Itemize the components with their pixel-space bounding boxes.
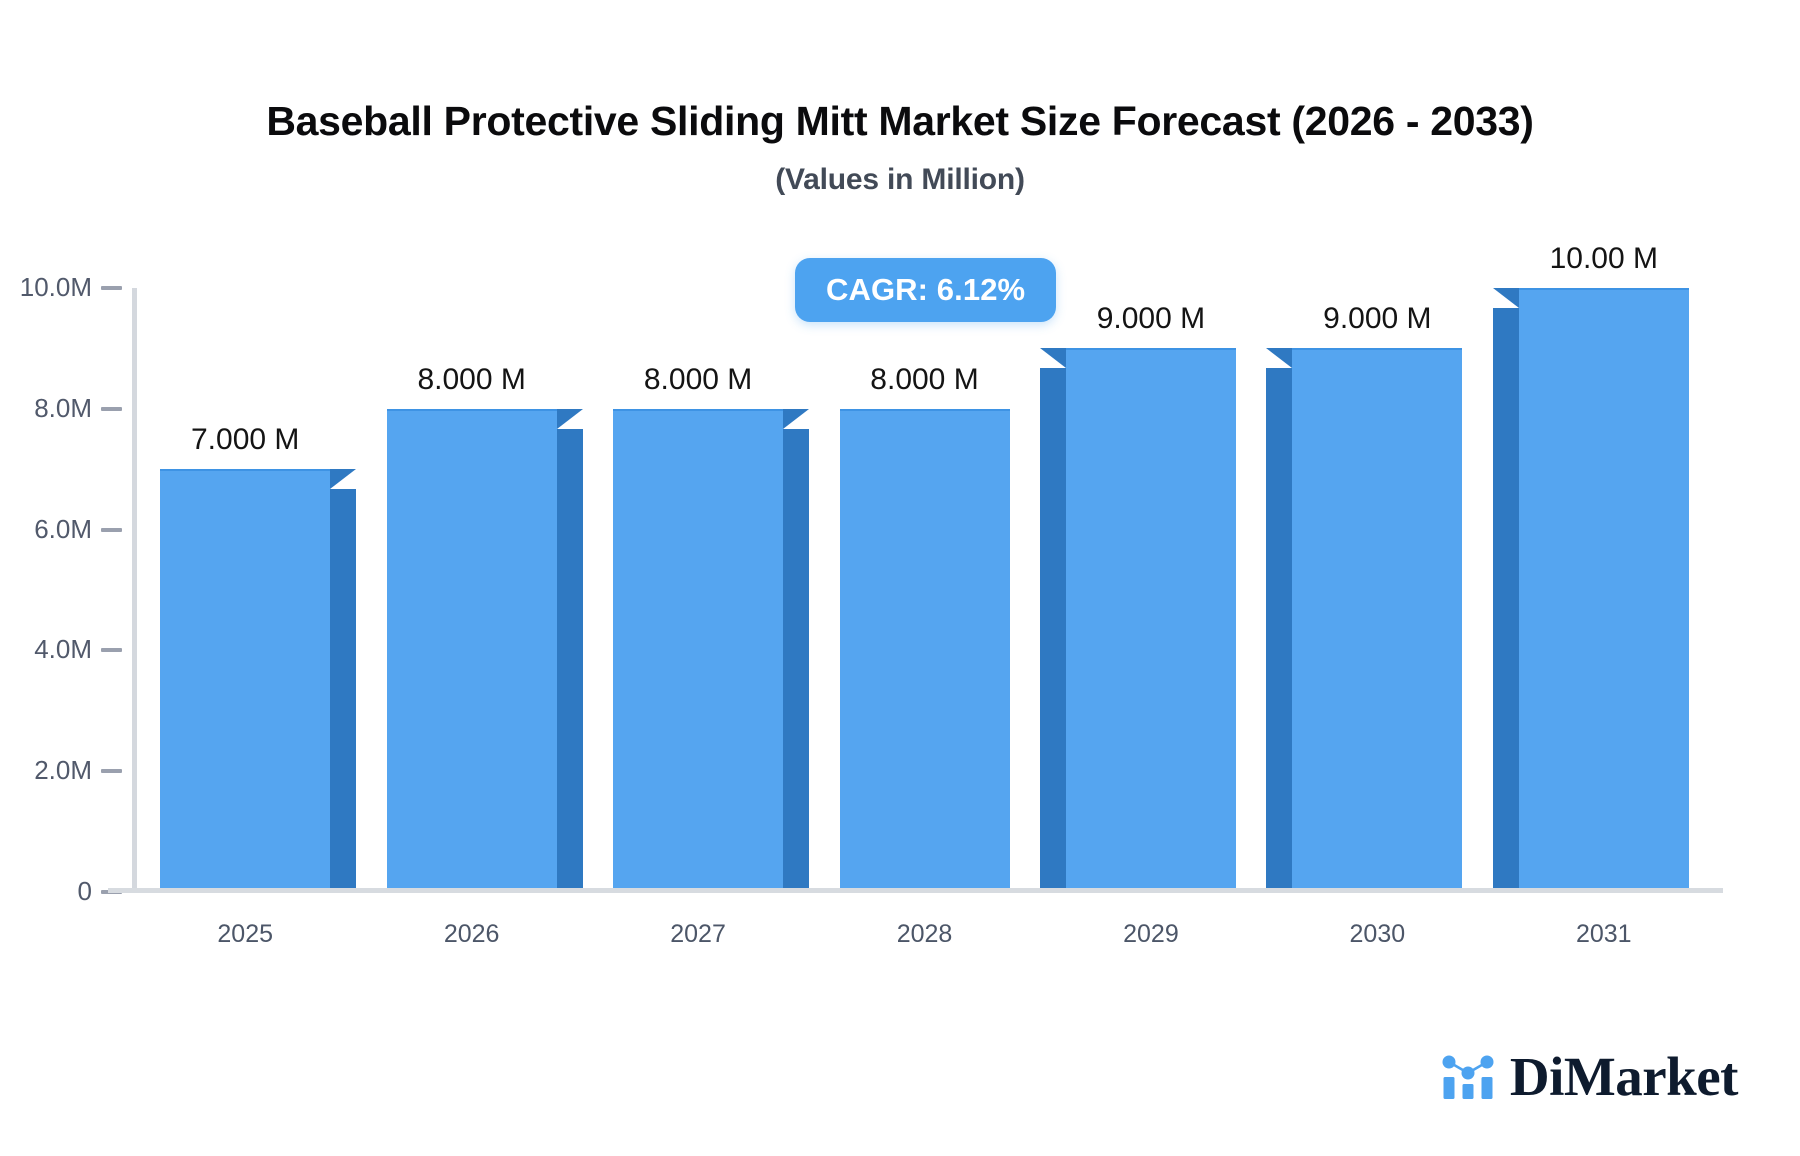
bar[interactable]: 7.000 M bbox=[160, 423, 357, 892]
bar-face bbox=[160, 469, 331, 892]
bar-bevel bbox=[783, 408, 810, 429]
bar-value-label: 9.000 M bbox=[1096, 302, 1206, 336]
x-axis-label: 2031 bbox=[1575, 920, 1632, 948]
x-axis-label: 2027 bbox=[670, 920, 726, 948]
chart-subtitle: (Values in Million) bbox=[775, 163, 1025, 196]
bar[interactable]: 10.00 M bbox=[1492, 242, 1689, 892]
bar-value-label: 8.000 M bbox=[643, 362, 753, 396]
bar-chart-trend-icon bbox=[1440, 1046, 1496, 1107]
bar-value-label: 8.000 M bbox=[417, 362, 526, 396]
y-axis-tick-label: 6.0M bbox=[34, 513, 92, 544]
brand-logo-text: DiMarket bbox=[1509, 1046, 1739, 1107]
bar[interactable]: 9.000 M bbox=[1266, 302, 1463, 892]
bar[interactable]: 9.000 M bbox=[1039, 302, 1236, 892]
bar-bevel bbox=[556, 408, 583, 429]
bar-face bbox=[613, 408, 784, 892]
bar-bevel bbox=[1266, 348, 1293, 369]
bar[interactable]: 8.000 M bbox=[386, 363, 583, 892]
bar-face bbox=[386, 408, 557, 892]
cagr-badge: CAGR: 6.12% bbox=[795, 258, 1057, 322]
bar-side-panel bbox=[1266, 348, 1293, 892]
bar-face bbox=[1518, 288, 1689, 892]
bar-side-panel bbox=[556, 408, 583, 892]
bar-value-label: 10.00 M bbox=[1549, 242, 1658, 275]
y-axis-line bbox=[132, 288, 137, 892]
y-axis-tick-mark bbox=[101, 769, 122, 774]
bar-face bbox=[839, 408, 1010, 892]
x-axis-label: 2028 bbox=[896, 920, 953, 948]
bar-side-panel bbox=[1039, 348, 1066, 892]
y-axis-tick-mark bbox=[101, 286, 122, 290]
bar-side-panel bbox=[330, 469, 357, 892]
y-axis-tick-label: 0 bbox=[77, 876, 92, 906]
x-axis-line bbox=[108, 888, 1723, 893]
bar-side-panel bbox=[783, 408, 810, 892]
bar-face bbox=[1292, 348, 1463, 892]
page-title: Baseball Protective Sliding Mitt Market … bbox=[266, 98, 1534, 144]
bar-face bbox=[1065, 348, 1236, 892]
y-axis-tick-mark bbox=[101, 527, 122, 532]
x-axis-label: 2029 bbox=[1123, 920, 1179, 948]
bar[interactable]: 8.000 M bbox=[839, 363, 1010, 892]
brand-logo: DiMarket bbox=[1440, 1046, 1739, 1107]
bar[interactable]: 8.000 M bbox=[613, 363, 810, 892]
y-axis-tick-label: 2.0M bbox=[34, 755, 92, 786]
x-axis-label: 2025 bbox=[217, 920, 274, 948]
bar-bevel bbox=[1039, 348, 1066, 369]
y-axis-tick-label: 8.0M bbox=[34, 392, 92, 423]
y-axis-tick-mark bbox=[101, 648, 122, 653]
y-axis-tick-mark bbox=[101, 406, 122, 411]
bar-bevel bbox=[330, 469, 357, 490]
bar-value-label: 9.000 M bbox=[1323, 302, 1432, 336]
x-axis-label: 2026 bbox=[443, 920, 500, 948]
y-axis-tick-label: 10.0M bbox=[19, 272, 92, 302]
bar-value-label: 8.000 M bbox=[870, 362, 979, 396]
bar-bevel bbox=[1492, 288, 1519, 308]
bar-side-panel bbox=[1492, 288, 1519, 892]
x-axis-label: 2030 bbox=[1349, 920, 1406, 948]
bar-value-label: 7.000 M bbox=[191, 423, 300, 457]
y-axis-tick-label: 4.0M bbox=[34, 634, 92, 665]
